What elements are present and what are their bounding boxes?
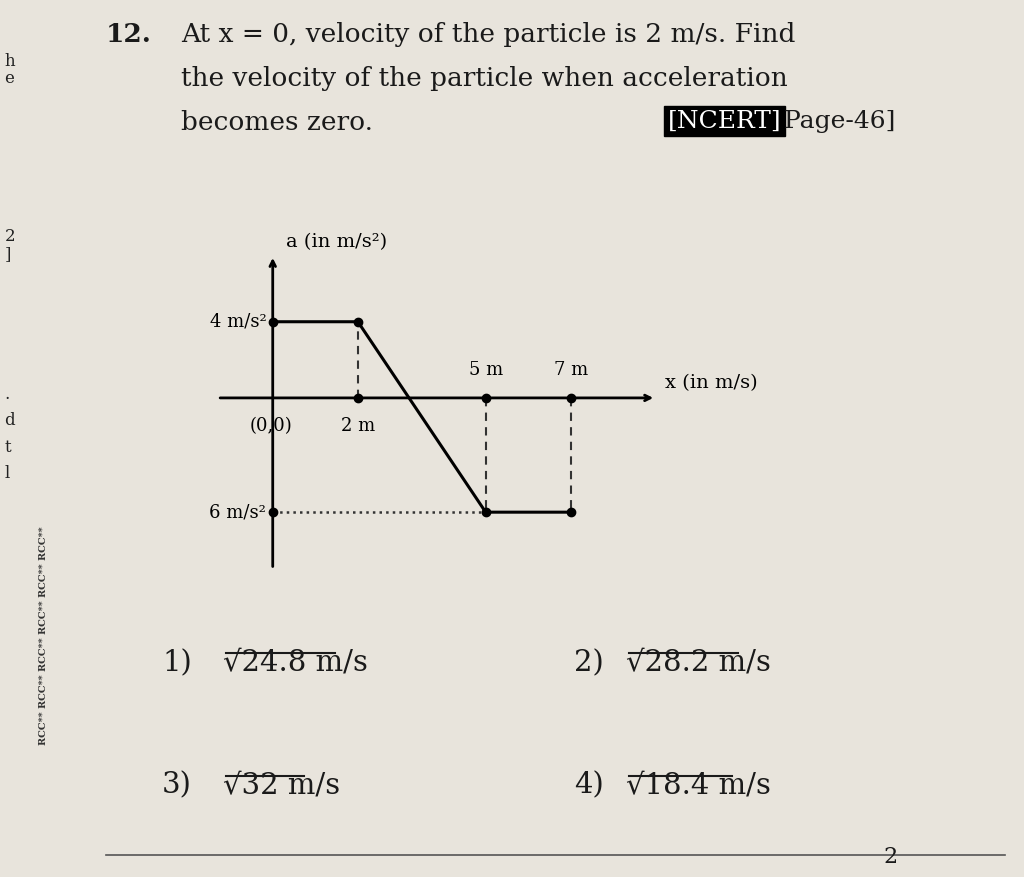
Text: 2): 2) [574,649,604,677]
Text: RCC** RCC** RCC** RCC** RCC** RCC**: RCC** RCC** RCC** RCC** RCC** RCC** [39,527,48,745]
Text: √32 m/s: √32 m/s [223,772,340,800]
Text: √28.2 m/s: √28.2 m/s [626,649,771,677]
Text: x (in m/s): x (in m/s) [665,374,757,392]
Text: √18.4 m/s: √18.4 m/s [626,772,771,800]
Text: 5 m: 5 m [469,360,503,379]
Text: .: . [4,386,9,403]
Text: d: d [4,412,15,430]
Text: the velocity of the particle when acceleration: the velocity of the particle when accele… [181,66,787,91]
Text: (0,0): (0,0) [249,417,292,435]
Text: h: h [4,53,15,70]
Text: e: e [4,70,14,88]
Text: √24.8 m/s: √24.8 m/s [223,649,368,677]
Text: 2 m: 2 m [341,417,375,435]
Text: 6 m/s²: 6 m/s² [210,503,266,521]
Text: ]: ] [4,246,10,263]
Text: l: l [4,465,9,482]
Text: At x = 0, velocity of the particle is 2 m/s. Find: At x = 0, velocity of the particle is 2 … [181,22,795,47]
Text: 4): 4) [574,772,604,800]
Text: 12.: 12. [105,22,152,47]
Text: 7 m: 7 m [554,360,588,379]
Text: a (in m/s²): a (in m/s²) [286,233,387,252]
Text: 2: 2 [884,846,898,868]
Text: t: t [4,438,11,456]
Text: 4 m/s²: 4 m/s² [210,313,266,331]
Text: [NCERT]: [NCERT] [668,110,781,132]
Text: 3): 3) [162,772,191,800]
Text: 2: 2 [4,228,15,246]
Text: becomes zero.: becomes zero. [181,110,373,135]
Text: 1): 1) [162,649,191,677]
Text: Page-46]: Page-46] [776,110,895,132]
